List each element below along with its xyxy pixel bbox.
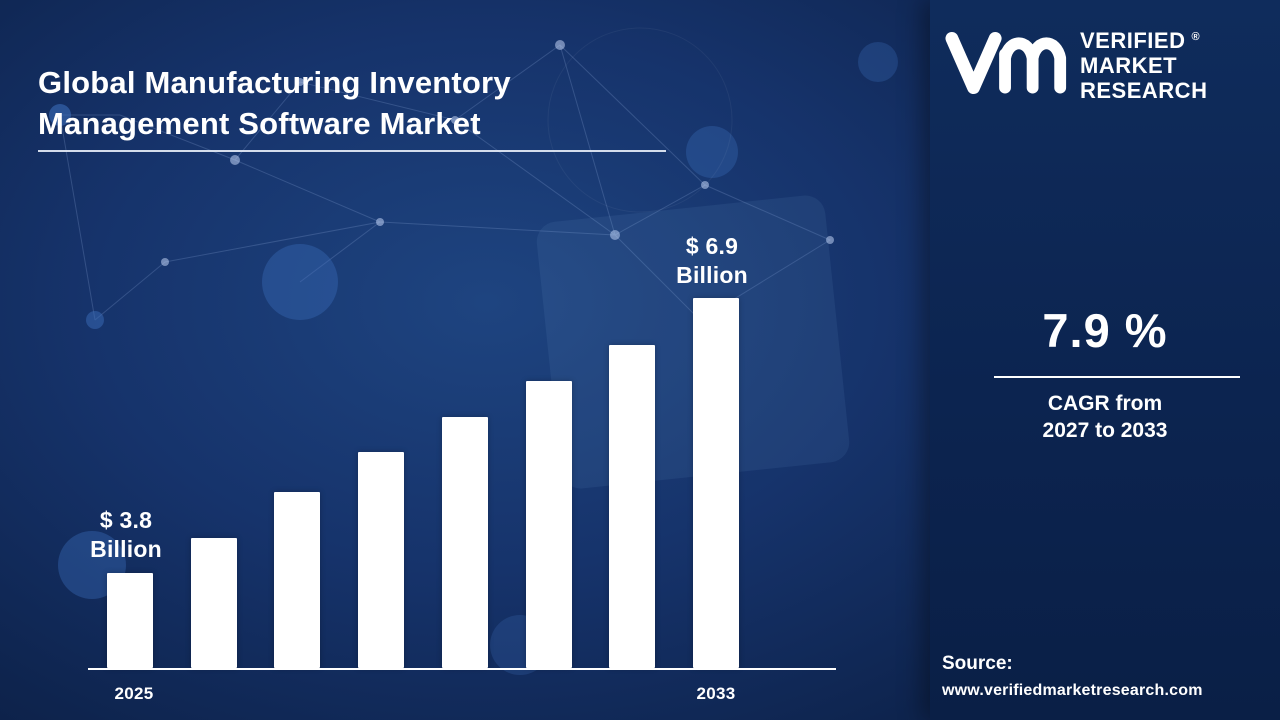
bar-2030 (525, 381, 572, 668)
cagr-caption: CAGR from 2027 to 2033 (930, 390, 1280, 445)
bar-2033 (692, 298, 739, 668)
brand-wordmark: VERIFIED ® MARKET RESEARCH (1080, 28, 1207, 103)
sidebar-panel: VERIFIED ® MARKET RESEARCH 7.9 % CAGR fro… (930, 0, 1280, 720)
cagr-value: 7.9 % (1042, 304, 1168, 357)
brand-line-2: MARKET (1080, 52, 1178, 78)
cagr-caption-line-2: 2027 to 2033 (1042, 419, 1168, 443)
brand-line-1: VERIFIED (1080, 27, 1186, 53)
last-bar-unit: Billion (676, 262, 748, 289)
market-bar-chart: $ 3.8 Billion $ 6.9 Billion 2025 2033 (74, 232, 836, 703)
bar-2029 (441, 417, 488, 668)
registered-trademark: ® (1191, 30, 1201, 43)
first-bar-unit: Billion (90, 536, 162, 563)
bar-2025 (107, 573, 153, 668)
source-url-link[interactable]: www.verifiedmarketresearch.com (942, 682, 1203, 699)
x-tick-2025: 2025 (114, 684, 154, 703)
bar-2031 (609, 345, 656, 668)
x-axis-line (88, 668, 836, 670)
bar-2028 (358, 452, 405, 668)
page-title: Global Manufacturing Inventory Managemen… (38, 64, 511, 141)
cagr-divider (994, 376, 1240, 378)
first-bar-data-label: $ 3.8 Billion (74, 506, 178, 565)
source-label: Source: (942, 653, 1013, 674)
x-tick-2033: 2033 (696, 684, 736, 703)
source-block: Source: www.verifiedmarketresearch.com (942, 653, 1203, 700)
first-bar-value: $ 3.8 (99, 507, 153, 533)
bar-2026 (190, 538, 237, 668)
last-bar-value: $ 6.9 (685, 233, 739, 259)
vmr-logo-icon (944, 26, 1072, 105)
title-underline (38, 150, 666, 152)
bar-2027 (274, 492, 321, 668)
cagr-caption-line-1: CAGR from (1047, 392, 1163, 415)
last-bar-data-label: $ 6.9 Billion (656, 232, 768, 291)
bar-group (107, 288, 739, 668)
brand-line-3: RESEARCH (1080, 78, 1208, 104)
brand-logo: VERIFIED ® MARKET RESEARCH (944, 26, 1272, 105)
